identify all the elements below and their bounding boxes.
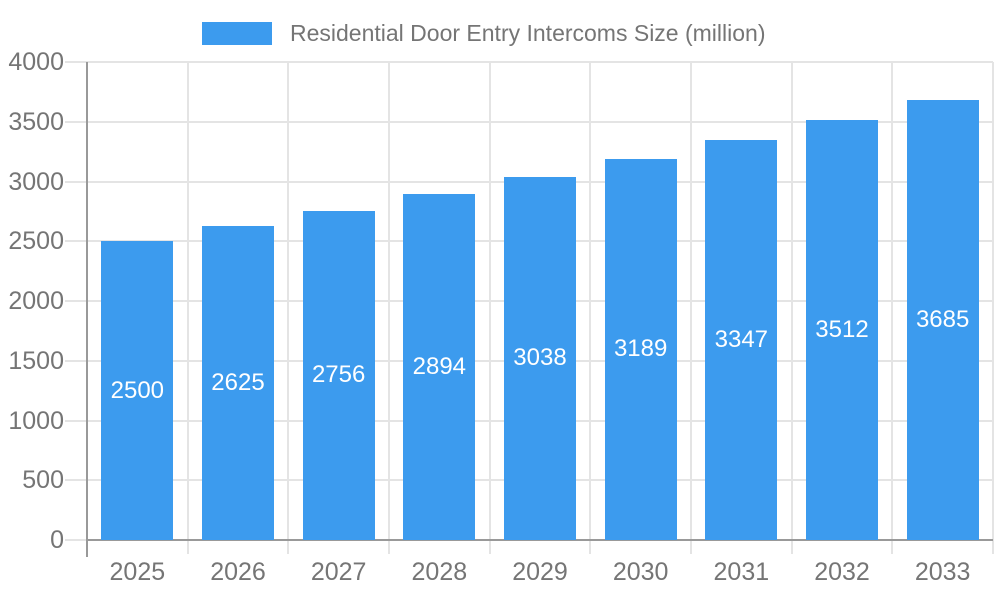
x-axis-line bbox=[87, 539, 993, 541]
y-axis-tick-label: 500 bbox=[22, 466, 64, 495]
bar[interactable] bbox=[302, 210, 375, 540]
bar[interactable] bbox=[101, 241, 174, 540]
bar-value-label: 2625 bbox=[211, 369, 265, 397]
y-axis-tick-label: 2000 bbox=[8, 287, 64, 315]
gridline-horizontal bbox=[65, 120, 993, 123]
x-axis-tick-label: 2026 bbox=[210, 558, 266, 586]
y-axis-tick-label: 4000 bbox=[8, 48, 64, 76]
x-axis-tick-label: 2031 bbox=[713, 558, 770, 586]
bar[interactable] bbox=[403, 194, 476, 540]
bar[interactable] bbox=[906, 99, 979, 540]
bar[interactable] bbox=[705, 140, 778, 540]
y-axis-line bbox=[86, 62, 88, 557]
x-axis-tick-label: 2028 bbox=[411, 558, 468, 586]
bar-value-label: 3189 bbox=[613, 335, 668, 363]
y-axis-tick-label: 3000 bbox=[8, 167, 64, 196]
y-axis-tick-label: 2500 bbox=[8, 227, 64, 256]
legend-item[interactable]: Residential Door Entry Intercoms Size (m… bbox=[202, 20, 766, 47]
bar-value-label: 2500 bbox=[110, 376, 165, 404]
legend-label: Residential Door Entry Intercoms Size (m… bbox=[290, 19, 766, 46]
gridline-vertical bbox=[690, 62, 692, 554]
x-axis-tick-label: 2025 bbox=[109, 558, 166, 586]
bar-value-label: 3347 bbox=[714, 326, 769, 354]
x-axis-tick-label: 2030 bbox=[612, 558, 669, 586]
bar-value-label: 2894 bbox=[412, 353, 467, 381]
bar-value-label: 2756 bbox=[311, 361, 366, 389]
y-axis-tick-label: 0 bbox=[50, 526, 64, 554]
gridline-vertical bbox=[287, 62, 290, 554]
bar[interactable] bbox=[202, 226, 274, 540]
gridline-horizontal bbox=[65, 61, 993, 63]
x-axis-tick-label: 2033 bbox=[914, 558, 971, 586]
gridline-vertical bbox=[388, 62, 390, 554]
bar-value-label: 3685 bbox=[915, 305, 970, 333]
bar[interactable] bbox=[604, 158, 677, 540]
bar[interactable] bbox=[806, 120, 878, 540]
gridline-vertical bbox=[186, 62, 189, 554]
legend: Residential Door Entry Intercoms Size (m… bbox=[202, 18, 766, 48]
bar-value-label: 3038 bbox=[513, 344, 567, 372]
gridline-vertical bbox=[992, 62, 994, 554]
x-axis-tick-label: 2029 bbox=[512, 558, 568, 586]
y-axis-tick-label: 1000 bbox=[8, 406, 64, 435]
gridline-vertical bbox=[488, 62, 491, 554]
x-axis-tick-label: 2032 bbox=[814, 558, 870, 586]
gridline-vertical bbox=[589, 62, 592, 554]
bar-value-label: 3512 bbox=[815, 316, 869, 344]
y-axis-tick-label: 1500 bbox=[8, 346, 64, 375]
bar[interactable] bbox=[504, 176, 576, 540]
gridline-vertical bbox=[891, 62, 894, 554]
x-axis-tick-label: 2027 bbox=[310, 558, 367, 586]
y-axis-tick-label: 3500 bbox=[8, 107, 64, 136]
gridline-vertical bbox=[790, 62, 793, 554]
legend-swatch-icon bbox=[202, 21, 272, 45]
